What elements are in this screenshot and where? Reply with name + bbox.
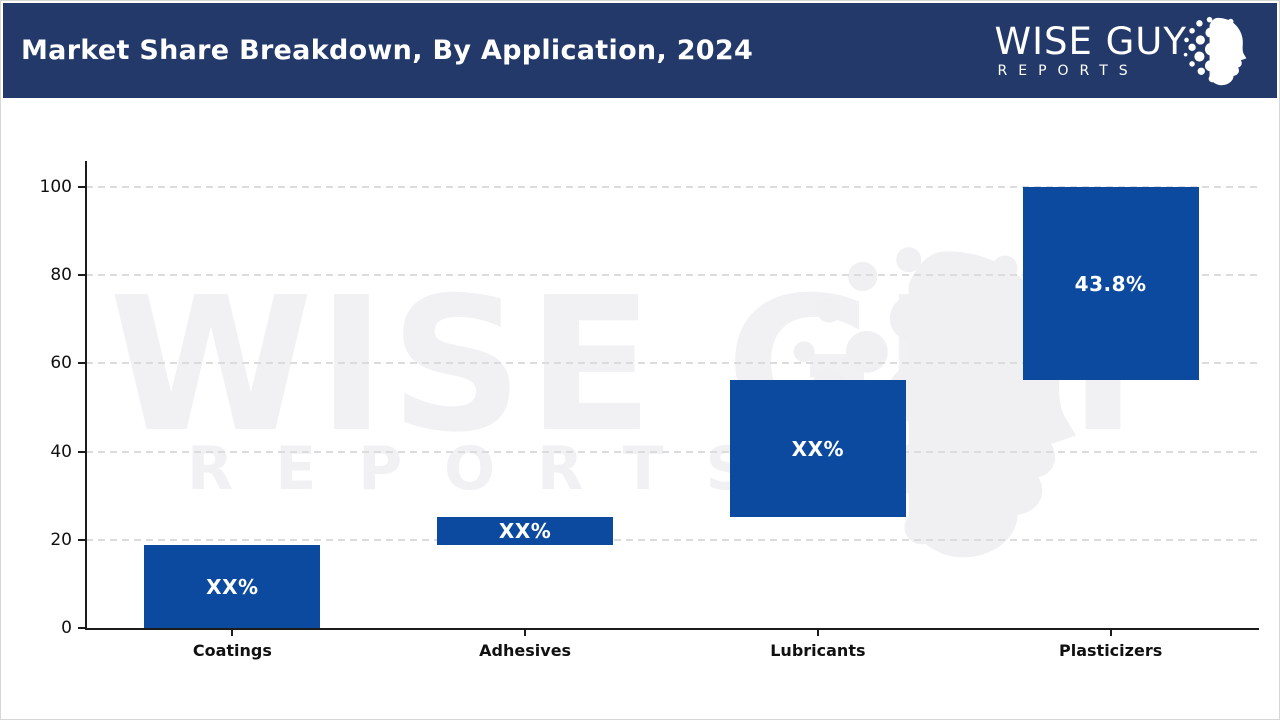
x-tick-lubricants xyxy=(816,630,819,636)
bar-value-label: 43.8% xyxy=(1074,271,1147,296)
y-tick-100 xyxy=(78,186,85,188)
category-label-plasticizers: Plasticizers xyxy=(1059,641,1163,660)
x-axis-line xyxy=(85,628,1259,630)
logo-subtext: REPORTS xyxy=(997,63,1139,79)
watermark-text-2: REPORTS xyxy=(187,434,791,504)
category-label-adhesives: Adhesives xyxy=(479,641,572,660)
logo-face-icon xyxy=(1183,16,1247,85)
x-tick-coatings xyxy=(231,630,234,636)
x-tick-plasticizers xyxy=(1109,630,1112,636)
bar-plasticizers: 43.8% xyxy=(1022,187,1199,381)
bar-value-label: XX% xyxy=(791,436,845,461)
logo-text: WISE GUY REPORTS xyxy=(995,23,1187,78)
y-tick-label-0: 0 xyxy=(61,618,72,638)
y-tick-40 xyxy=(78,450,85,453)
bar-adhesives: XX% xyxy=(437,516,614,546)
bar-lubricants: XX% xyxy=(729,380,906,517)
y-tick-label-100: 100 xyxy=(39,177,72,197)
gridline-20 xyxy=(86,538,1257,541)
gridline-100 xyxy=(86,186,1257,188)
page-title: Market Share Breakdown, By Application, … xyxy=(21,35,754,66)
x-tick-adhesives xyxy=(524,630,527,636)
category-label-coatings: Coatings xyxy=(192,641,272,660)
y-tick-label-20: 20 xyxy=(50,529,72,550)
bar-value-label: XX% xyxy=(498,518,552,543)
y-tick-label-80: 80 xyxy=(50,265,72,286)
y-tick-20 xyxy=(78,538,85,541)
y-tick-0 xyxy=(78,627,85,629)
gridline-80 xyxy=(86,274,1257,277)
y-tick-60 xyxy=(78,362,85,365)
bar-coatings: XX% xyxy=(144,545,321,628)
gridline-60 xyxy=(86,362,1257,365)
y-tick-label-40: 40 xyxy=(50,441,72,462)
category-label-lubricants: Lubricants xyxy=(770,641,866,660)
logo-wordmark: WISE GUY xyxy=(994,20,1187,63)
y-tick-80 xyxy=(78,274,85,277)
header-bar: Market Share Breakdown, By Application, … xyxy=(3,3,1277,98)
y-tick-label-60: 60 xyxy=(50,353,72,374)
y-axis-line xyxy=(85,161,87,630)
bar-value-label: XX% xyxy=(206,574,259,599)
gridline-40 xyxy=(86,450,1257,453)
wiseguy-logo: WISE GUY REPORTS xyxy=(995,11,1251,91)
